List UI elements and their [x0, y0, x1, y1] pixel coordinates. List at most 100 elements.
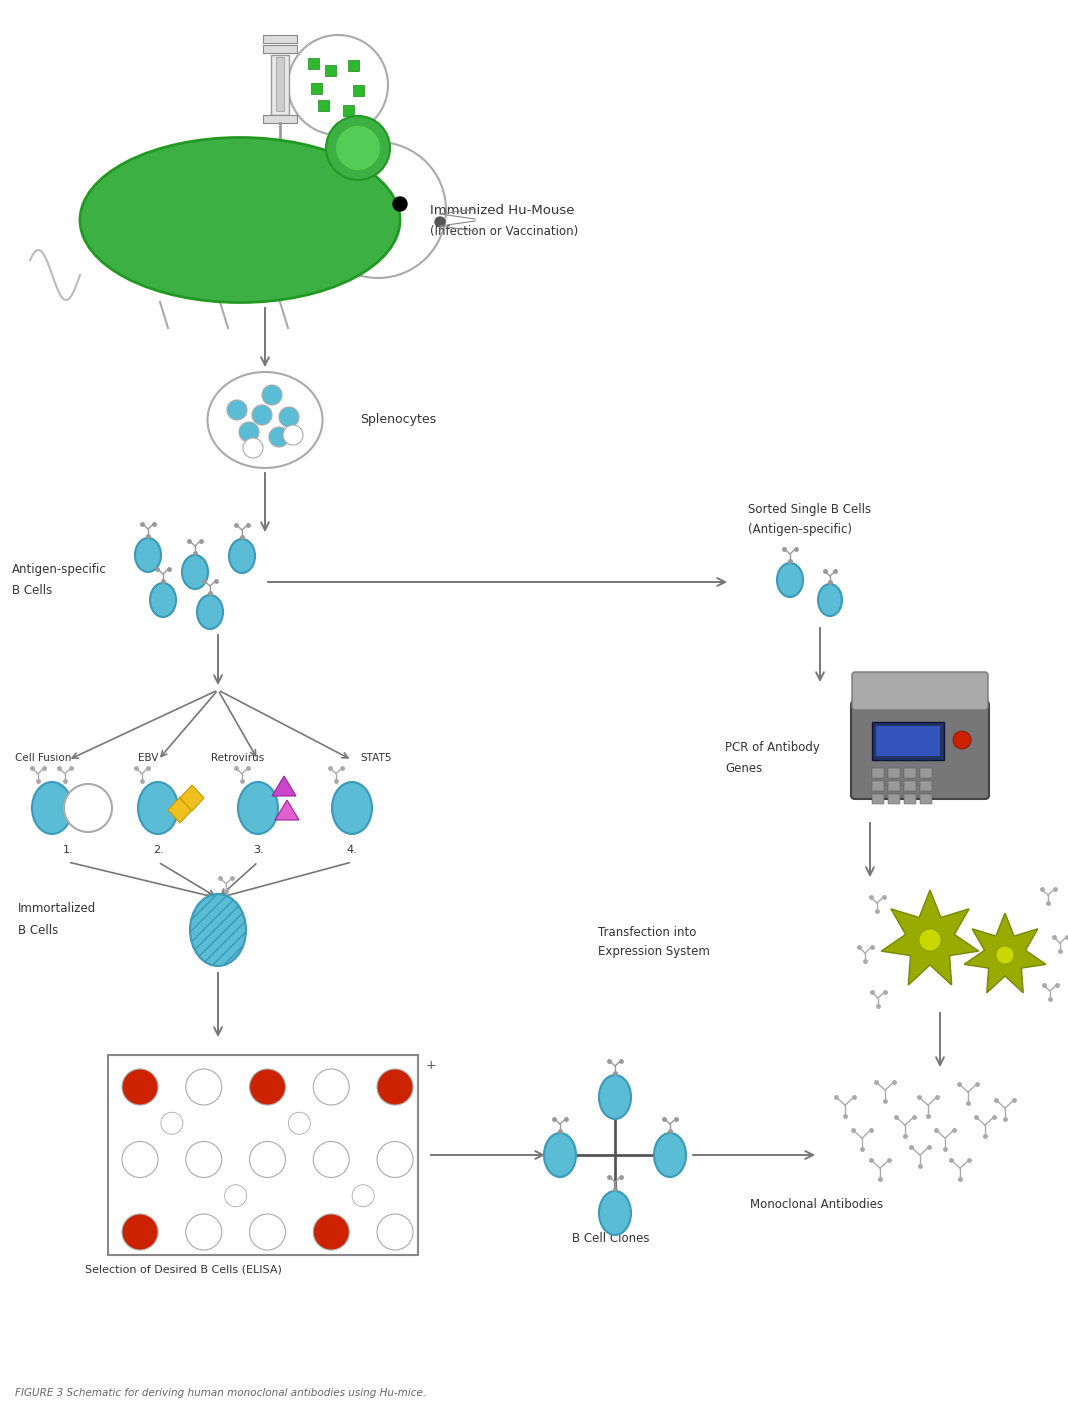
Ellipse shape	[654, 1133, 686, 1176]
Ellipse shape	[190, 894, 246, 966]
Bar	[871, 781, 884, 790]
Bar	[317, 99, 329, 110]
Text: Cell Fusion: Cell Fusion	[15, 754, 72, 764]
Text: Genes: Genes	[725, 762, 763, 775]
Text: STAT5: STAT5	[360, 754, 391, 764]
Ellipse shape	[332, 782, 372, 834]
Circle shape	[227, 400, 247, 420]
Bar	[888, 768, 900, 778]
Circle shape	[244, 438, 263, 458]
Circle shape	[288, 1113, 311, 1134]
Circle shape	[336, 126, 380, 170]
Circle shape	[313, 1215, 349, 1250]
Circle shape	[377, 1215, 413, 1250]
Text: Transfection into: Transfection into	[598, 926, 696, 939]
Bar	[904, 795, 916, 805]
Bar	[871, 723, 944, 759]
Polygon shape	[180, 785, 204, 812]
Circle shape	[64, 783, 112, 831]
Circle shape	[122, 1141, 158, 1178]
Circle shape	[279, 407, 299, 427]
Ellipse shape	[138, 782, 178, 834]
Text: (Infection or Vaccination): (Infection or Vaccination)	[430, 225, 578, 239]
Ellipse shape	[32, 782, 72, 834]
Text: 3.: 3.	[253, 846, 264, 855]
Text: 4.: 4.	[347, 846, 358, 855]
Polygon shape	[274, 800, 299, 820]
Circle shape	[953, 731, 971, 749]
Ellipse shape	[150, 583, 176, 617]
Text: (Antigen-specific): (Antigen-specific)	[748, 523, 852, 536]
Ellipse shape	[238, 782, 278, 834]
Bar	[871, 768, 884, 778]
Bar	[325, 65, 335, 75]
Bar	[311, 82, 321, 93]
Circle shape	[313, 1069, 349, 1104]
Text: B Cells: B Cells	[12, 584, 52, 597]
Bar	[888, 781, 900, 790]
Text: PCR of Antibody: PCR of Antibody	[725, 741, 820, 755]
Circle shape	[435, 216, 445, 228]
Text: 1.: 1.	[63, 846, 74, 855]
Circle shape	[224, 1185, 247, 1206]
Text: Splenocytes: Splenocytes	[360, 413, 436, 427]
Circle shape	[161, 1113, 183, 1134]
Polygon shape	[964, 913, 1046, 993]
Ellipse shape	[599, 1075, 631, 1118]
Text: EBV: EBV	[138, 754, 158, 764]
Ellipse shape	[229, 539, 255, 573]
FancyBboxPatch shape	[852, 672, 988, 710]
Text: FIGURE 3 Schematic for deriving human monoclonal antibodies using Hu-mice.: FIGURE 3 Schematic for deriving human mo…	[15, 1389, 426, 1398]
Bar	[904, 781, 916, 790]
Circle shape	[310, 141, 446, 279]
Circle shape	[262, 385, 282, 404]
Text: +: +	[426, 1059, 437, 1072]
Bar	[347, 59, 359, 71]
Polygon shape	[881, 889, 978, 986]
Bar	[871, 795, 884, 805]
Bar	[263, 115, 297, 123]
Circle shape	[186, 1141, 222, 1178]
Circle shape	[352, 1185, 374, 1206]
Polygon shape	[272, 776, 296, 796]
Bar	[108, 1055, 418, 1256]
Bar	[920, 781, 932, 790]
FancyBboxPatch shape	[851, 701, 989, 799]
Ellipse shape	[197, 595, 223, 629]
Bar	[920, 768, 932, 778]
Circle shape	[250, 1215, 285, 1250]
Bar	[876, 725, 940, 756]
Text: B Cell Clones: B Cell Clones	[572, 1232, 649, 1244]
Bar	[276, 57, 284, 112]
Bar	[888, 795, 900, 805]
Circle shape	[377, 1069, 413, 1104]
Ellipse shape	[182, 556, 208, 590]
Circle shape	[377, 1141, 413, 1178]
Text: 2.: 2.	[153, 846, 163, 855]
Ellipse shape	[135, 537, 161, 573]
Text: Immunized Hu-Mouse: Immunized Hu-Mouse	[430, 204, 575, 216]
Bar	[920, 795, 932, 805]
Text: B Cells: B Cells	[18, 923, 59, 936]
Bar	[271, 55, 289, 115]
Circle shape	[122, 1215, 158, 1250]
Circle shape	[186, 1215, 222, 1250]
Bar	[352, 85, 363, 96]
Text: Selection of Desired B Cells (ELISA): Selection of Desired B Cells (ELISA)	[85, 1266, 282, 1275]
Text: Monoclonal Antibodies: Monoclonal Antibodies	[750, 1199, 883, 1212]
Text: Expression System: Expression System	[598, 946, 710, 959]
Circle shape	[283, 426, 303, 445]
Bar	[343, 105, 354, 116]
Circle shape	[252, 404, 272, 426]
Circle shape	[239, 421, 260, 443]
Text: Sorted Single B Cells: Sorted Single B Cells	[748, 503, 871, 516]
Ellipse shape	[207, 372, 323, 468]
Bar	[904, 768, 916, 778]
Polygon shape	[168, 797, 192, 823]
Circle shape	[122, 1069, 158, 1104]
Circle shape	[393, 197, 407, 211]
Ellipse shape	[778, 563, 803, 597]
Text: Retrovirus: Retrovirus	[211, 754, 265, 764]
Circle shape	[288, 35, 388, 134]
Text: Immortalized: Immortalized	[18, 902, 96, 915]
